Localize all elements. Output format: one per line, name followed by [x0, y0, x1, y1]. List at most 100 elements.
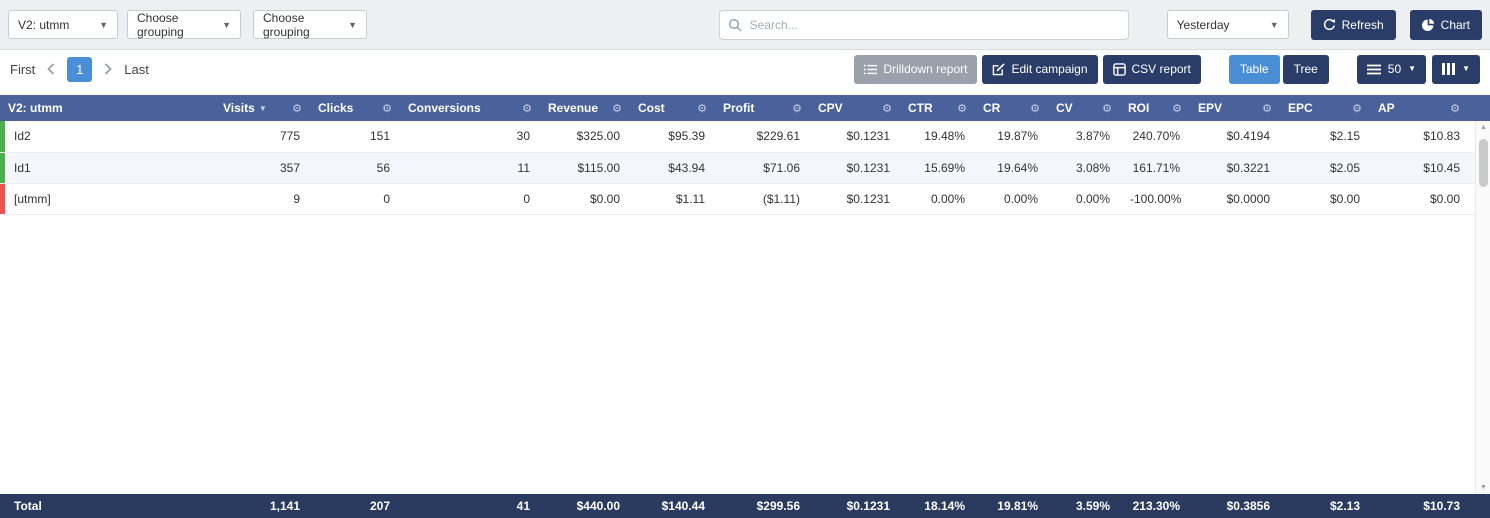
grouping-select-1[interactable]: Choose grouping ▼	[127, 10, 241, 39]
cell-revenue: $0.00	[540, 183, 630, 215]
total-epv: $0.3856	[1190, 494, 1280, 518]
column-header-ap[interactable]: AP ⚙	[1370, 95, 1490, 121]
column-header-revenue[interactable]: Revenue ⚙	[540, 95, 630, 121]
scroll-down-icon[interactable]: ▼	[1480, 484, 1487, 491]
pagination-last[interactable]: Last	[124, 61, 149, 77]
column-header-epc[interactable]: EPC ⚙	[1280, 95, 1370, 121]
chevron-down-icon: ▼	[99, 19, 108, 30]
cell-visits: 775	[215, 121, 310, 153]
total-row-table: Total 1,141 207 41 $440.00 $140.44 $299.…	[0, 494, 1490, 518]
total-ap: $10.73	[1370, 494, 1490, 518]
column-header-cost[interactable]: Cost ⚙	[630, 95, 715, 121]
tree-view-button[interactable]: Tree	[1282, 54, 1329, 84]
table-view-button[interactable]: Table	[1228, 54, 1280, 84]
gear-icon[interactable]: ⚙	[1172, 102, 1182, 115]
status-indicator	[0, 152, 5, 182]
chart-button[interactable]: Chart	[1409, 9, 1482, 40]
search-input[interactable]	[718, 9, 1129, 40]
cell-roi: 240.70%	[1120, 121, 1190, 153]
search-icon	[728, 18, 742, 32]
gear-icon[interactable]: ⚙	[522, 102, 532, 115]
cell-cost: $95.39	[630, 121, 715, 153]
gear-icon[interactable]: ⚙	[1352, 102, 1362, 115]
gear-icon[interactable]: ⚙	[882, 102, 892, 115]
column-header-roi[interactable]: ROI ⚙	[1120, 95, 1190, 121]
total-cpv: $0.1231	[810, 494, 900, 518]
column-header-visits[interactable]: Visits ▼ ⚙	[215, 95, 310, 121]
cell-cpv: $0.1231	[810, 121, 900, 153]
table-view-label: Table	[1239, 62, 1269, 76]
csv-report-button[interactable]: CSV report	[1102, 54, 1201, 84]
columns-button[interactable]: ▼	[1432, 54, 1480, 84]
column-header-cv[interactable]: CV ⚙	[1048, 95, 1120, 121]
gear-icon[interactable]: ⚙	[1450, 102, 1460, 115]
chevron-right-icon[interactable]	[102, 61, 114, 77]
refresh-button[interactable]: Refresh	[1310, 9, 1396, 40]
grouping-select-2-value: Choose grouping	[263, 10, 310, 39]
scroll-up-icon[interactable]: ▲	[1480, 124, 1487, 131]
gear-icon[interactable]: ⚙	[612, 102, 622, 115]
top-toolbar: V2: utmm ▼ Choose grouping ▼ Choose grou…	[0, 0, 1490, 50]
chevron-left-icon[interactable]	[45, 61, 57, 77]
cell-ap: $10.45	[1370, 152, 1490, 184]
column-header-cr[interactable]: CR ⚙	[975, 95, 1048, 121]
pagination-page-1[interactable]: 1	[67, 56, 93, 82]
table-row[interactable]: [utmm] 9 0 0 $0.00 $1.11 ($1.11) $0.1231…	[0, 183, 1490, 215]
page-size-button[interactable]: 50 ▼	[1356, 54, 1427, 84]
gear-icon[interactable]: ⚙	[382, 102, 392, 115]
cell-clicks: 56	[310, 152, 400, 184]
column-header-conversions[interactable]: Conversions ⚙	[400, 95, 540, 121]
cell-clicks: 0	[310, 183, 400, 215]
edit-campaign-label: Edit campaign	[1011, 62, 1088, 76]
total-cost: $140.44	[630, 494, 715, 518]
cell-ctr: 0.00%	[900, 183, 975, 215]
cell-visits: 357	[215, 152, 310, 184]
table-row[interactable]: Id1 357 56 11 $115.00 $43.94 $71.06 $0.1…	[0, 152, 1490, 184]
chevron-down-icon: ▼	[222, 19, 231, 30]
page-size-value: 50	[1387, 62, 1402, 76]
pagination-first[interactable]: First	[10, 61, 36, 77]
actions-bar: First 1 Last Drilldown report Edit campa…	[0, 50, 1490, 88]
cell-epv: $0.0000	[1190, 183, 1280, 215]
scrollbar-thumb[interactable]	[1479, 139, 1488, 187]
cell-cpv: $0.1231	[810, 152, 900, 184]
column-header-ctr[interactable]: CTR ⚙	[900, 95, 975, 121]
column-header-profit[interactable]: Profit ⚙	[715, 95, 810, 121]
total-conversions: 41	[400, 494, 540, 518]
gear-icon[interactable]: ⚙	[697, 102, 707, 115]
total-profit: $299.56	[715, 494, 810, 518]
column-header-clicks[interactable]: Clicks ⚙	[310, 95, 400, 121]
column-header-name[interactable]: V2: utmm	[0, 95, 215, 121]
table-header-row: V2: utmm Visits ▼ ⚙ Clicks ⚙ Conversions ⚙ R…	[0, 95, 1490, 121]
scrollbar[interactable]: ▲ ▼	[1475, 121, 1490, 494]
edit-campaign-button[interactable]: Edit campaign	[982, 54, 1098, 84]
cell-epc: $2.15	[1280, 121, 1370, 153]
column-header-epv[interactable]: EPV ⚙	[1190, 95, 1280, 121]
campaign-select[interactable]: V2: utmm ▼	[8, 10, 118, 39]
table-row[interactable]: Id2 775 151 30 $325.00 $95.39 $229.61 $0…	[0, 121, 1490, 153]
gear-icon[interactable]: ⚙	[292, 102, 302, 115]
cell-roi: 161.71%	[1120, 152, 1190, 184]
row-name-cell[interactable]: [utmm]	[0, 183, 215, 215]
sort-desc-icon: ▼	[258, 103, 267, 113]
column-header-cpv[interactable]: CPV ⚙	[810, 95, 900, 121]
campaign-select-value: V2: utmm	[18, 17, 70, 32]
hamburger-icon	[1366, 64, 1381, 74]
drilldown-report-button[interactable]: Drilldown report	[854, 54, 978, 84]
total-epc: $2.13	[1280, 494, 1370, 518]
gear-icon[interactable]: ⚙	[957, 102, 967, 115]
gear-icon[interactable]: ⚙	[1262, 102, 1272, 115]
chevron-down-icon: ▼	[1269, 19, 1279, 30]
gear-icon[interactable]: ⚙	[792, 102, 802, 115]
gear-icon[interactable]: ⚙	[1102, 102, 1112, 115]
grouping-select-2[interactable]: Choose grouping ▼	[253, 10, 367, 39]
row-name-cell[interactable]: Id2	[0, 121, 215, 153]
gear-icon[interactable]: ⚙	[1030, 102, 1040, 115]
list-icon	[864, 64, 878, 74]
grouping-select-1-value: Choose grouping	[137, 10, 184, 39]
cell-revenue: $325.00	[540, 121, 630, 153]
row-name-cell[interactable]: Id1	[0, 152, 215, 184]
date-range-select[interactable]: Yesterday ▼	[1166, 10, 1289, 39]
report-actions: Drilldown report Edit campaign CSV repor…	[854, 54, 1480, 84]
